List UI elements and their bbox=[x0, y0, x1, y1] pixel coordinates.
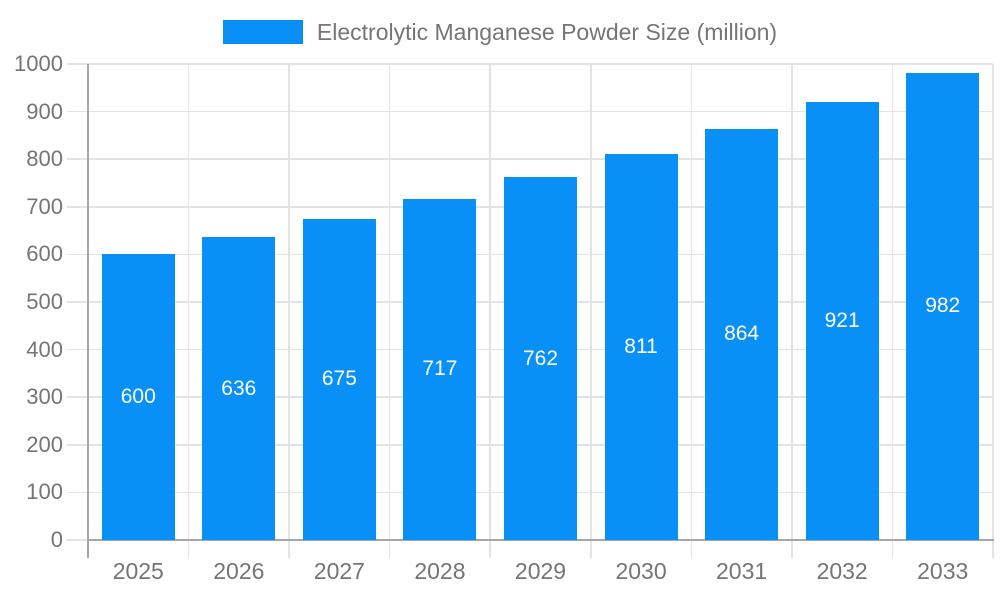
bar-value-label: 675 bbox=[321, 367, 357, 391]
bar: 636 bbox=[202, 237, 276, 540]
bar-value-label: 864 bbox=[724, 322, 760, 346]
bar: 982 bbox=[906, 72, 980, 540]
y-tick-label: 900 bbox=[26, 98, 63, 124]
x-axis-line bbox=[87, 539, 994, 541]
y-gridline bbox=[67, 63, 993, 65]
x-gridline bbox=[690, 64, 693, 558]
x-gridline bbox=[590, 64, 592, 558]
y-tick-label: 500 bbox=[26, 289, 63, 314]
x-gridline bbox=[388, 64, 391, 558]
x-tick-label: 2028 bbox=[414, 558, 466, 584]
bar-value-label: 600 bbox=[120, 385, 156, 409]
bar: 762 bbox=[504, 177, 577, 540]
y-tick-label: 800 bbox=[26, 146, 63, 172]
x-tick-label: 2033 bbox=[917, 558, 969, 584]
legend: Electrolytic Manganese Powder Size (mill… bbox=[0, 19, 1000, 45]
x-tick-label: 2032 bbox=[816, 558, 868, 584]
bar-value-label: 717 bbox=[422, 357, 458, 381]
x-gridline bbox=[288, 64, 290, 558]
x-gridline bbox=[187, 64, 190, 558]
x-tick-label: 2031 bbox=[716, 558, 768, 584]
y-tick-label: 200 bbox=[26, 431, 63, 457]
x-tick-label: 2027 bbox=[313, 558, 365, 584]
legend-swatch bbox=[222, 20, 303, 44]
x-tick-label: 2026 bbox=[213, 558, 265, 584]
bar-value-label: 921 bbox=[824, 308, 860, 332]
y-tick-label: 1000 bbox=[14, 51, 63, 76]
bar-value-label: 982 bbox=[925, 294, 961, 318]
bar: 864 bbox=[705, 128, 779, 540]
y-tick-label: 600 bbox=[26, 241, 63, 267]
bar-value-label: 811 bbox=[624, 334, 658, 358]
bar: 811 bbox=[604, 153, 678, 540]
bar: 921 bbox=[805, 101, 879, 540]
y-tick-label: 0 bbox=[50, 527, 63, 552]
x-gridline bbox=[791, 64, 793, 558]
x-gridline bbox=[992, 64, 994, 558]
y-tick-label: 400 bbox=[26, 336, 63, 362]
bar: 675 bbox=[302, 218, 376, 540]
x-tick-label: 2029 bbox=[514, 558, 567, 584]
x-gridline bbox=[891, 64, 894, 558]
y-tick-label: 700 bbox=[26, 193, 63, 219]
bar-value-label: 636 bbox=[221, 376, 257, 400]
y-tick-label: 300 bbox=[26, 384, 63, 410]
y-gridline bbox=[67, 110, 993, 113]
x-tick-label: 2025 bbox=[112, 558, 164, 584]
bar: 600 bbox=[101, 254, 175, 540]
bar-value-label: 762 bbox=[522, 346, 559, 370]
legend-label: Electrolytic Manganese Powder Size (mill… bbox=[316, 18, 778, 45]
y-gridline bbox=[67, 158, 993, 160]
y-axis-line bbox=[87, 64, 89, 558]
bar: 717 bbox=[403, 198, 477, 540]
y-tick-label: 100 bbox=[26, 479, 63, 505]
x-gridline bbox=[489, 64, 491, 558]
x-tick-label: 2030 bbox=[615, 558, 667, 584]
